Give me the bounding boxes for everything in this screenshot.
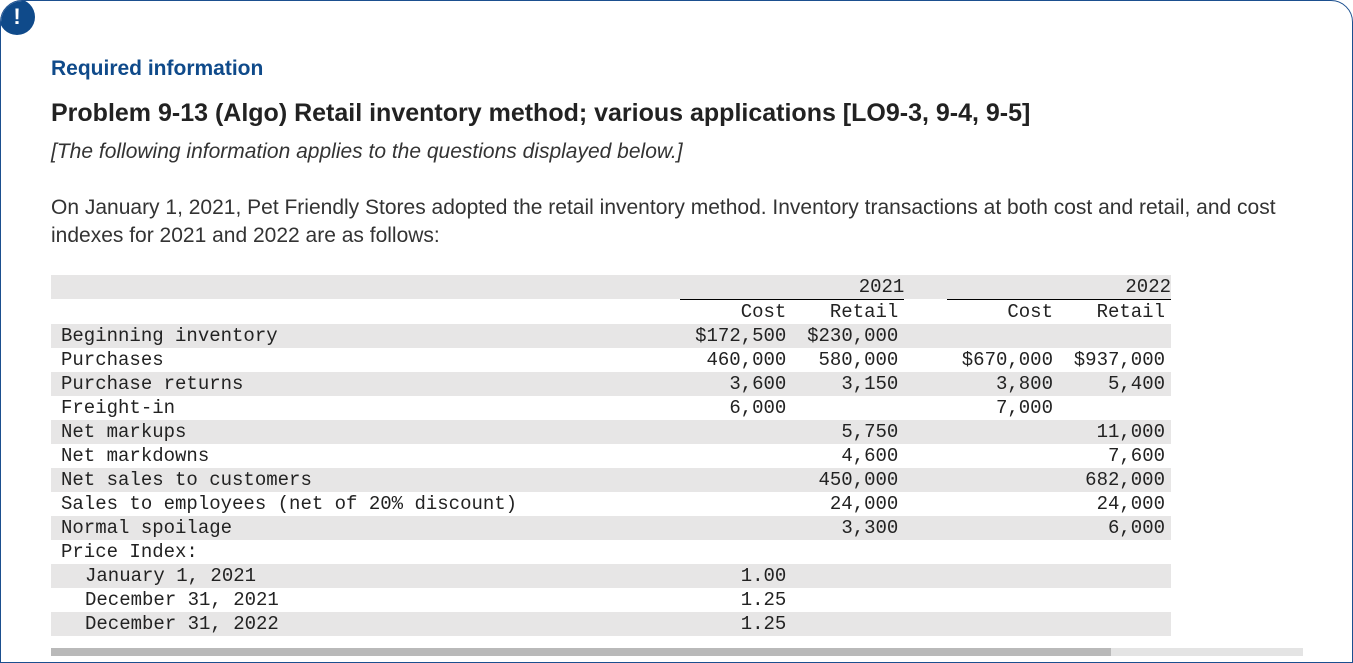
year-2022: 2022: [947, 275, 1171, 300]
cell-y1-cost: $172,500: [680, 324, 792, 348]
cell-y1-cost: [680, 468, 792, 492]
cell-y1-retail: 580,000: [792, 348, 904, 372]
question-frame: ! Required information Problem 9-13 (Alg…: [0, 0, 1353, 663]
table-row: Net markups 5,750 11,000: [51, 420, 1171, 444]
row-label: Freight-in: [51, 396, 680, 420]
cell-y2-retail: 11,000: [1059, 420, 1171, 444]
table-subheader-row: CostRetailCostRetail: [51, 299, 1171, 324]
cell-y2-cost: [947, 516, 1059, 540]
year-2021: 2021: [680, 275, 904, 300]
table-row: December 31, 20211.25: [51, 588, 1171, 612]
cell-y1-cost: [680, 420, 792, 444]
problem-paragraph: On January 1, 2021, Pet Friendly Stores …: [51, 194, 1302, 251]
table-row: Freight-in6,000 7,000: [51, 396, 1171, 420]
scroll-thumb[interactable]: [51, 648, 1111, 656]
cell-y1-cost: 6,000: [680, 396, 792, 420]
cell-y1-cost: 1.25: [680, 612, 792, 636]
cell-y1-cost: [680, 444, 792, 468]
cell-y1-cost: [680, 492, 792, 516]
problem-title: Problem 9-13 (Algo) Retail inventory met…: [51, 99, 1302, 128]
content-area: Required information Problem 9-13 (Algo)…: [1, 1, 1352, 636]
table-row: Normal spoilage 3,300 6,000: [51, 516, 1171, 540]
cell-y1-retail: 3,150: [792, 372, 904, 396]
cell-y2-retail: 6,000: [1059, 516, 1171, 540]
cell-y1-retail: [792, 396, 904, 420]
cell-y1-retail: 24,000: [792, 492, 904, 516]
cell-y1-retail: $230,000: [792, 324, 904, 348]
cell-y2-retail: [1059, 588, 1171, 612]
cell-y2-retail: 5,400: [1059, 372, 1171, 396]
row-label: Purchases: [51, 348, 680, 372]
cell-y2-retail: 24,000: [1059, 492, 1171, 516]
row-label: Normal spoilage: [51, 516, 680, 540]
row-label: Net markdowns: [51, 444, 680, 468]
alert-glyph: !: [13, 4, 20, 30]
cell-y1-retail: 3,300: [792, 516, 904, 540]
row-label: Net sales to customers: [51, 468, 680, 492]
row-label: Net markups: [51, 420, 680, 444]
cell-y1-retail: [792, 612, 904, 636]
table-row: Sales to employees (net of 20% discount)…: [51, 492, 1171, 516]
cell-y2-retail: [1059, 324, 1171, 348]
cell-y1-retail: [792, 588, 904, 612]
cell-y1-cost: 460,000: [680, 348, 792, 372]
context-note: [The following information applies to th…: [51, 140, 1302, 164]
cell-y2-cost: [947, 468, 1059, 492]
cell-y2-cost: [947, 588, 1059, 612]
row-label: December 31, 2022: [51, 612, 680, 636]
table-row: Purchase returns3,6003,150 3,8005,400: [51, 372, 1171, 396]
cell-y1-cost: [680, 516, 792, 540]
table-row: December 31, 20221.25: [51, 612, 1171, 636]
cell-y1-retail: 4,600: [792, 444, 904, 468]
cell-y2-retail: $937,000: [1059, 348, 1171, 372]
table-row: Price Index:: [51, 540, 1171, 564]
row-label: Beginning inventory: [51, 324, 680, 348]
table-row: January 1, 20211.00: [51, 564, 1171, 588]
cell-y1-cost: 1.25: [680, 588, 792, 612]
cell-y2-cost: [947, 564, 1059, 588]
cell-y2-retail: [1059, 564, 1171, 588]
data-table-wrap: 20212022CostRetailCostRetailBeginning in…: [51, 275, 1171, 636]
row-label: Price Index:: [51, 540, 680, 564]
table-row: Purchases460,000580,000 $670,000$937,000: [51, 348, 1171, 372]
cell-y1-cost: 1.00: [680, 564, 792, 588]
required-info-heading: Required information: [51, 57, 1302, 81]
cell-y2-retail: [1059, 396, 1171, 420]
cell-y2-cost: [947, 324, 1059, 348]
data-table: 20212022CostRetailCostRetailBeginning in…: [51, 275, 1171, 636]
cell-y2-cost: [947, 420, 1059, 444]
cell-y2-cost: 3,800: [947, 372, 1059, 396]
cell-y1-cost: 3,600: [680, 372, 792, 396]
cell-y2-cost: [947, 492, 1059, 516]
cell-y2-retail: [1059, 540, 1171, 564]
cell-y1-cost: [680, 540, 792, 564]
row-label: Sales to employees (net of 20% discount): [51, 492, 680, 516]
col-2022-cost: Cost: [947, 299, 1059, 324]
cell-y2-cost: 7,000: [947, 396, 1059, 420]
cell-y2-retail: 7,600: [1059, 444, 1171, 468]
col-2021-retail: Retail: [792, 299, 904, 324]
cell-y2-cost: [947, 612, 1059, 636]
table-row: Beginning inventory$172,500$230,000: [51, 324, 1171, 348]
table-row: Net markdowns 4,600 7,600: [51, 444, 1171, 468]
row-label: Purchase returns: [51, 372, 680, 396]
row-label: December 31, 2021: [51, 588, 680, 612]
horizontal-scrollbar[interactable]: [51, 648, 1303, 656]
col-2022-retail: Retail: [1059, 299, 1171, 324]
cell-y2-cost: [947, 540, 1059, 564]
cell-y1-retail: [792, 564, 904, 588]
cell-y2-retail: [1059, 612, 1171, 636]
cell-y2-retail: 682,000: [1059, 468, 1171, 492]
cell-y1-retail: 5,750: [792, 420, 904, 444]
cell-y1-retail: [792, 540, 904, 564]
row-label: January 1, 2021: [51, 564, 680, 588]
cell-y2-cost: $670,000: [947, 348, 1059, 372]
table-year-row: 2021 2022: [51, 275, 1171, 300]
table-row: Net sales to customers 450,000 682,000: [51, 468, 1171, 492]
col-2021-cost: Cost: [680, 299, 792, 324]
cell-y1-retail: 450,000: [792, 468, 904, 492]
cell-y2-cost: [947, 444, 1059, 468]
